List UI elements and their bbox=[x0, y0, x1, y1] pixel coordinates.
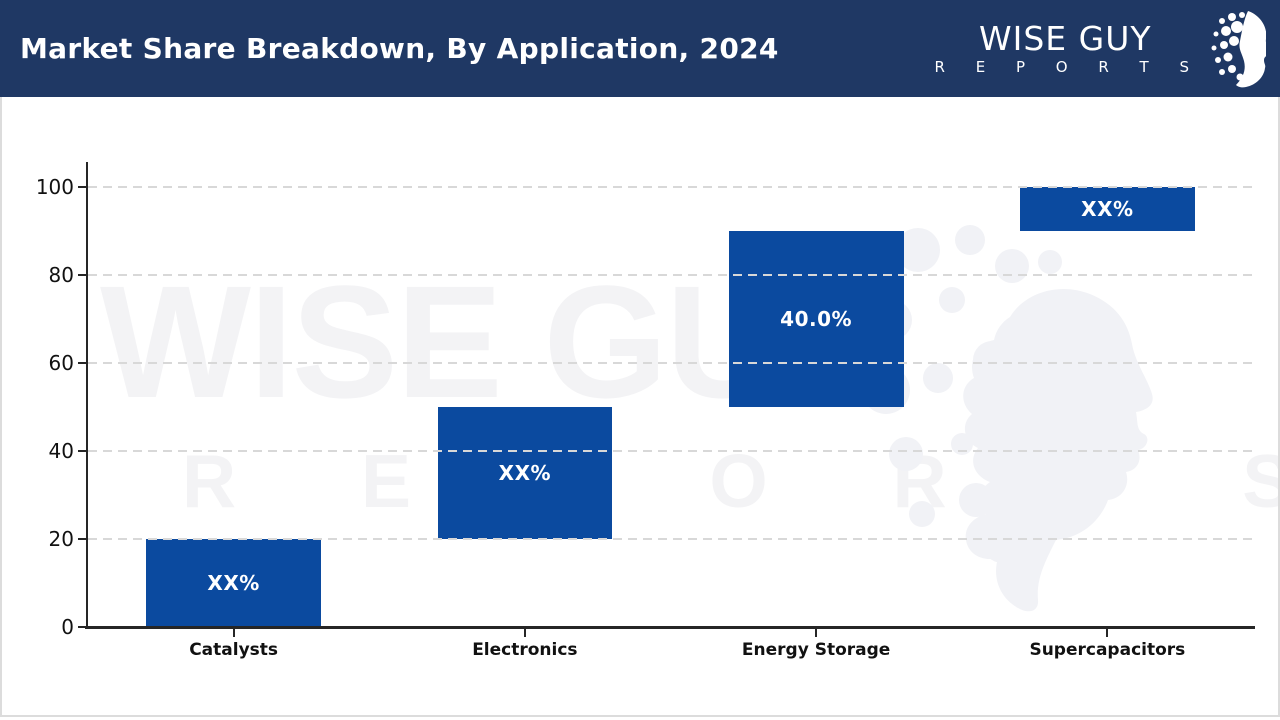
bar-value-label: XX% bbox=[498, 461, 552, 485]
brand-head-icon bbox=[1211, 11, 1266, 88]
y-tick-label: 80 bbox=[48, 263, 74, 287]
x-axis-tick bbox=[232, 629, 235, 637]
bar: XX% bbox=[437, 407, 613, 539]
x-axis-tick bbox=[1106, 629, 1109, 637]
y-tick-label: 60 bbox=[48, 351, 74, 375]
page-border-left bbox=[0, 97, 2, 717]
category-label: Catalysts bbox=[189, 640, 279, 660]
bar-value-label: XX% bbox=[1081, 197, 1134, 221]
y-axis-tick bbox=[78, 186, 86, 188]
category-label: Electronics bbox=[472, 640, 578, 660]
y-tick-label: 100 bbox=[35, 175, 74, 199]
grid-line bbox=[88, 274, 1253, 276]
y-tick-label: 20 bbox=[48, 527, 74, 551]
brand-logo: WISE GUY R E P O R T S bbox=[929, 6, 1266, 92]
brand-name: WISE GUY bbox=[978, 19, 1152, 59]
grid-line bbox=[88, 186, 1253, 188]
grid-line bbox=[88, 362, 1253, 364]
header-bar: Market Share Breakdown, By Application, … bbox=[0, 0, 1280, 97]
category-label: Supercapacitors bbox=[1029, 640, 1186, 660]
y-axis-line bbox=[86, 162, 88, 629]
x-axis-tick bbox=[815, 629, 818, 637]
x-axis-line bbox=[85, 626, 1255, 629]
brand-logo-text: WISE GUY R E P O R T S bbox=[929, 22, 1202, 76]
page-border-bottom bbox=[0, 715, 1280, 717]
y-axis-tick bbox=[78, 450, 86, 452]
y-axis-tick bbox=[78, 538, 86, 540]
y-axis-tick bbox=[78, 274, 86, 276]
page-title: Market Share Breakdown, By Application, … bbox=[20, 32, 779, 65]
x-axis-tick bbox=[523, 629, 526, 637]
y-tick-label: 0 bbox=[61, 615, 74, 639]
bar: XX% bbox=[146, 539, 321, 627]
bar-value-label: 40.0% bbox=[780, 307, 853, 331]
brand-subname: R E P O R T S bbox=[934, 57, 1202, 76]
bar: XX% bbox=[1020, 187, 1195, 231]
page-border-right bbox=[1278, 97, 1280, 717]
grid-line bbox=[88, 450, 1253, 452]
y-axis-tick bbox=[78, 626, 86, 628]
bar: 40.0% bbox=[728, 231, 904, 407]
watermark-face-icon bbox=[862, 225, 1153, 612]
bar-value-label: XX% bbox=[207, 571, 260, 595]
category-label: Energy Storage bbox=[741, 640, 891, 660]
y-axis-tick bbox=[78, 362, 86, 364]
grid-line bbox=[88, 538, 1253, 540]
y-tick-label: 40 bbox=[48, 439, 74, 463]
